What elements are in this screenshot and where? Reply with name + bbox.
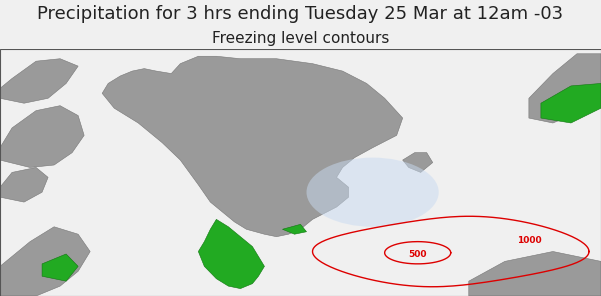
Polygon shape xyxy=(0,59,78,103)
Polygon shape xyxy=(42,254,78,281)
Polygon shape xyxy=(0,106,84,168)
Polygon shape xyxy=(0,168,48,202)
Ellipse shape xyxy=(307,157,439,227)
Polygon shape xyxy=(529,54,601,123)
Polygon shape xyxy=(403,153,433,172)
Polygon shape xyxy=(469,252,601,296)
Text: 500: 500 xyxy=(409,250,427,259)
Polygon shape xyxy=(102,56,403,237)
Text: Freezing level contours: Freezing level contours xyxy=(212,30,389,46)
Text: Precipitation for 3 hrs ending Tuesday 25 Mar at 12am -03: Precipitation for 3 hrs ending Tuesday 2… xyxy=(37,5,564,23)
Text: 1000: 1000 xyxy=(517,236,541,245)
Polygon shape xyxy=(198,219,264,289)
Polygon shape xyxy=(541,83,601,123)
Polygon shape xyxy=(0,227,90,296)
Polygon shape xyxy=(282,224,307,234)
